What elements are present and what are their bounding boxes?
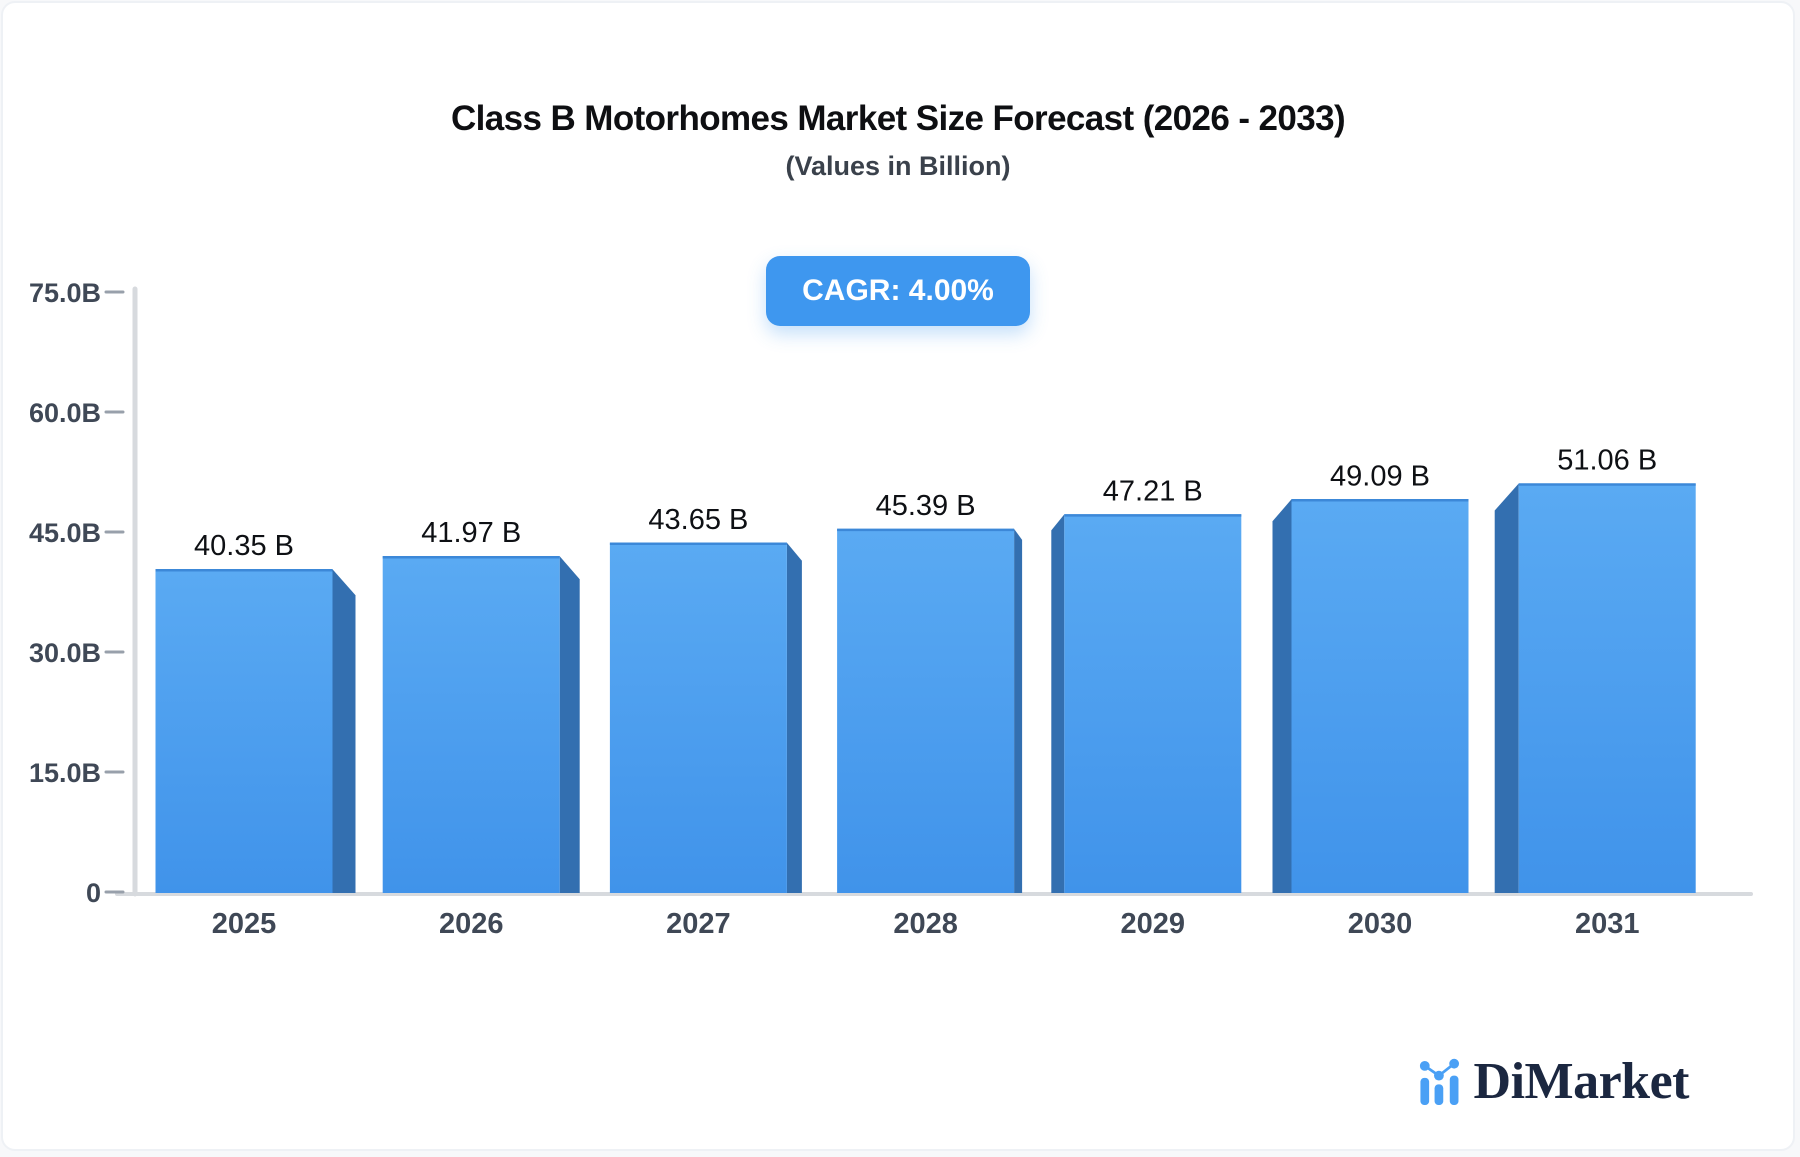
- dimarket-logo-icon: [1419, 1058, 1459, 1105]
- x-tick-label: 2028: [893, 908, 958, 940]
- cagr-badge: CAGR: 4.00%: [766, 256, 1030, 326]
- y-tick-label: 0: [86, 878, 101, 908]
- bar-3d-side: [1014, 528, 1023, 893]
- bar-value-label: 47.21 B: [1103, 475, 1203, 507]
- bar: [1064, 514, 1242, 893]
- bar-value-label: 40.35 B: [194, 530, 294, 562]
- bar-value-label: 43.65 B: [648, 504, 748, 536]
- brand-logo-text: DiMarket: [1473, 1053, 1690, 1111]
- bar: [1518, 483, 1696, 893]
- bar: [382, 556, 560, 893]
- x-tick-label: 2031: [1575, 908, 1640, 940]
- bar-value-label: 49.09 B: [1330, 460, 1430, 492]
- bar-3d-side: [786, 542, 802, 893]
- y-tick-label: 15.0B: [29, 758, 101, 788]
- bar-3d-side: [559, 556, 580, 893]
- x-tick-label: 2029: [1121, 908, 1186, 940]
- bar: [837, 528, 1015, 893]
- x-tick-label: 2026: [439, 908, 504, 940]
- x-tick-label: 2027: [666, 908, 731, 940]
- bar-value-label: 51.06 B: [1557, 445, 1657, 477]
- bar: [609, 542, 787, 893]
- chart-subtitle: (Values in Billion): [785, 151, 1011, 181]
- x-tick-label: 2025: [212, 908, 277, 940]
- cagr-badge-row: CAGR: 4.00%: [3, 256, 1793, 326]
- x-tick-label: 2030: [1348, 908, 1413, 940]
- bar-chart-plot: 0 15.0B 30.0B 45.0B 60.0B 75.0B 40.35 B 2025 41.…: [29, 278, 1753, 940]
- bar-value-label: 45.39 B: [876, 490, 976, 522]
- y-tick-label: 30.0B: [29, 638, 101, 668]
- bar-3d-side: [1494, 483, 1519, 893]
- bar-3d-side: [1272, 499, 1292, 893]
- chart-header: Class B Motorhomes Market Size Forecast …: [3, 3, 1793, 182]
- chart-title: Class B Motorhomes Market Size Forecast …: [450, 99, 1346, 138]
- y-tick-label: 45.0B: [29, 518, 101, 548]
- y-tick-label: 60.0B: [29, 398, 101, 428]
- bar: [1291, 499, 1469, 893]
- bar: [155, 569, 333, 893]
- brand-logo: DiMarket: [1419, 1053, 1690, 1111]
- y-tick-label: 75.0B: [29, 278, 101, 308]
- bar-value-label: 41.97 B: [421, 517, 521, 549]
- bar-3d-side: [332, 569, 356, 893]
- bar-3d-side: [1051, 514, 1065, 893]
